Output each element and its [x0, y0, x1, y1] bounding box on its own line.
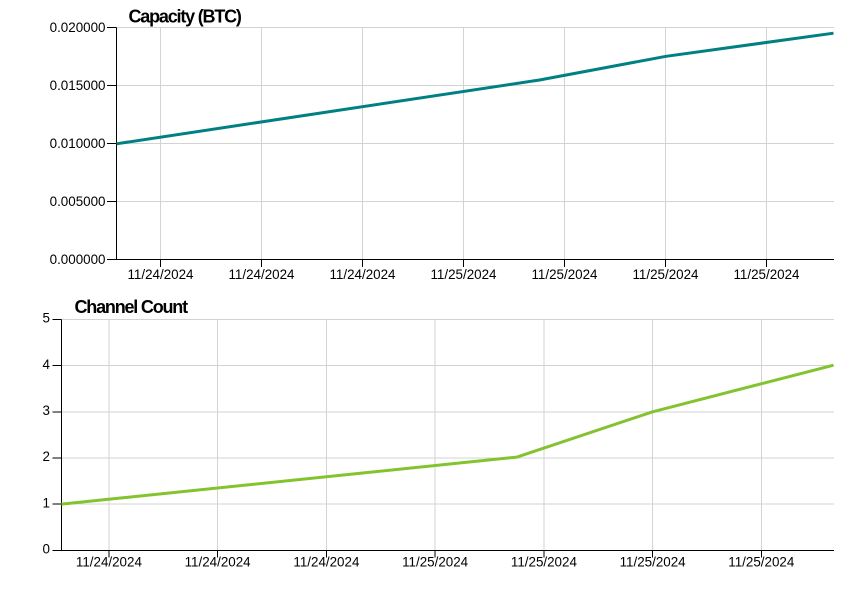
svg-text:0.005000: 0.005000	[50, 194, 106, 209]
svg-text:0.000000: 0.000000	[50, 252, 106, 267]
svg-text:0.015000: 0.015000	[50, 78, 106, 93]
svg-text:Channel Count: Channel Count	[75, 297, 189, 317]
svg-text:3: 3	[43, 403, 50, 418]
svg-text:11/25/2024: 11/25/2024	[620, 555, 687, 570]
svg-text:11/24/2024: 11/24/2024	[127, 267, 194, 282]
svg-text:11/25/2024: 11/25/2024	[511, 555, 578, 570]
svg-text:11/25/2024: 11/25/2024	[531, 267, 598, 282]
svg-text:11/24/2024: 11/24/2024	[185, 555, 252, 570]
svg-text:11/25/2024: 11/25/2024	[728, 555, 795, 570]
svg-text:11/25/2024: 11/25/2024	[632, 267, 699, 282]
svg-text:11/24/2024: 11/24/2024	[293, 555, 360, 570]
svg-text:11/24/2024: 11/24/2024	[329, 267, 396, 282]
svg-text:11/25/2024: 11/25/2024	[402, 555, 469, 570]
svg-text:0.020000: 0.020000	[50, 20, 106, 35]
svg-text:11/25/2024: 11/25/2024	[430, 267, 497, 282]
svg-text:2: 2	[43, 449, 50, 464]
svg-text:0.010000: 0.010000	[50, 136, 106, 151]
svg-text:1: 1	[43, 495, 50, 510]
svg-text:11/24/2024: 11/24/2024	[228, 267, 295, 282]
svg-text:4: 4	[43, 357, 51, 372]
svg-text:Capacity (BTC): Capacity (BTC)	[129, 7, 242, 27]
svg-text:11/24/2024: 11/24/2024	[76, 555, 143, 570]
svg-text:5: 5	[43, 311, 50, 326]
svg-text:0: 0	[43, 542, 50, 557]
svg-text:11/25/2024: 11/25/2024	[733, 267, 800, 282]
